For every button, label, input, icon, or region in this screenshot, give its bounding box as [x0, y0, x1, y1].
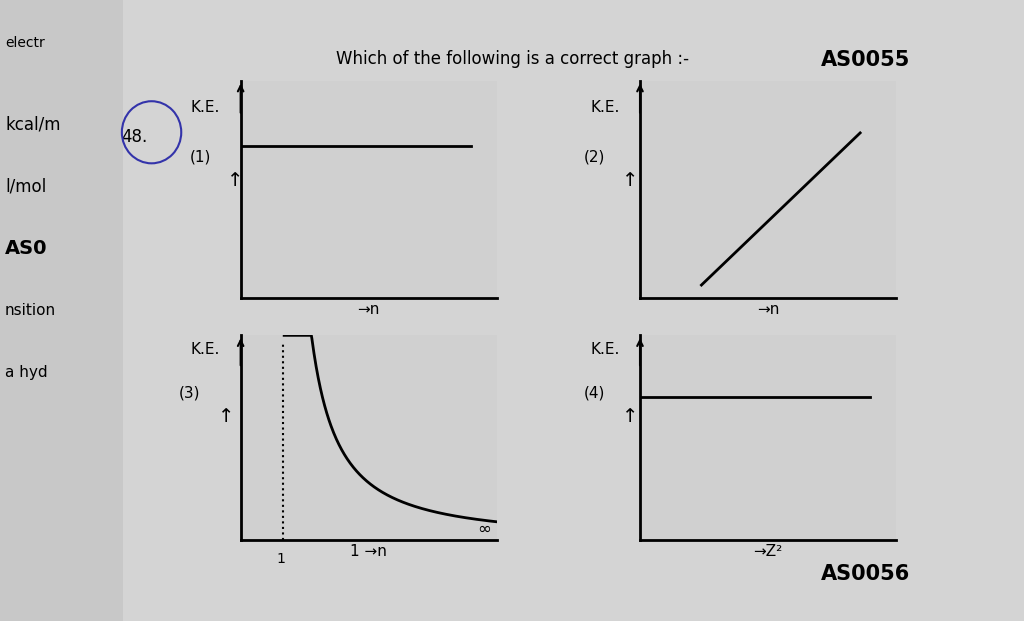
- Text: K.E.: K.E.: [190, 100, 220, 115]
- Text: (2): (2): [584, 150, 605, 165]
- Text: electr: electr: [5, 37, 45, 50]
- Text: (3): (3): [179, 386, 201, 401]
- Text: K.E.: K.E.: [590, 100, 620, 115]
- Text: nsition: nsition: [5, 303, 56, 318]
- X-axis label: →n: →n: [357, 302, 380, 317]
- Text: ∞: ∞: [477, 520, 492, 538]
- X-axis label: →n: →n: [757, 302, 779, 317]
- Text: AS0056: AS0056: [820, 564, 910, 584]
- Text: ↑: ↑: [218, 407, 234, 426]
- Text: 48.: 48.: [121, 128, 147, 145]
- Text: (1): (1): [189, 150, 211, 165]
- Text: K.E.: K.E.: [190, 342, 220, 357]
- Text: Which of the following is a correct graph :-: Which of the following is a correct grap…: [336, 50, 688, 68]
- Text: ↑: ↑: [622, 171, 638, 190]
- X-axis label: →Z²: →Z²: [754, 545, 782, 560]
- Text: AS0055: AS0055: [820, 50, 910, 70]
- Text: l/mol: l/mol: [5, 178, 46, 195]
- Text: K.E.: K.E.: [590, 342, 620, 357]
- X-axis label: 1 →n: 1 →n: [350, 545, 387, 560]
- Text: ↑: ↑: [622, 407, 638, 426]
- Text: ↑: ↑: [227, 171, 244, 190]
- Text: a hyd: a hyd: [5, 365, 48, 380]
- Text: 1: 1: [276, 552, 286, 566]
- Text: (4): (4): [584, 386, 605, 401]
- Text: AS0: AS0: [5, 239, 48, 258]
- Text: kcal/m: kcal/m: [5, 116, 60, 133]
